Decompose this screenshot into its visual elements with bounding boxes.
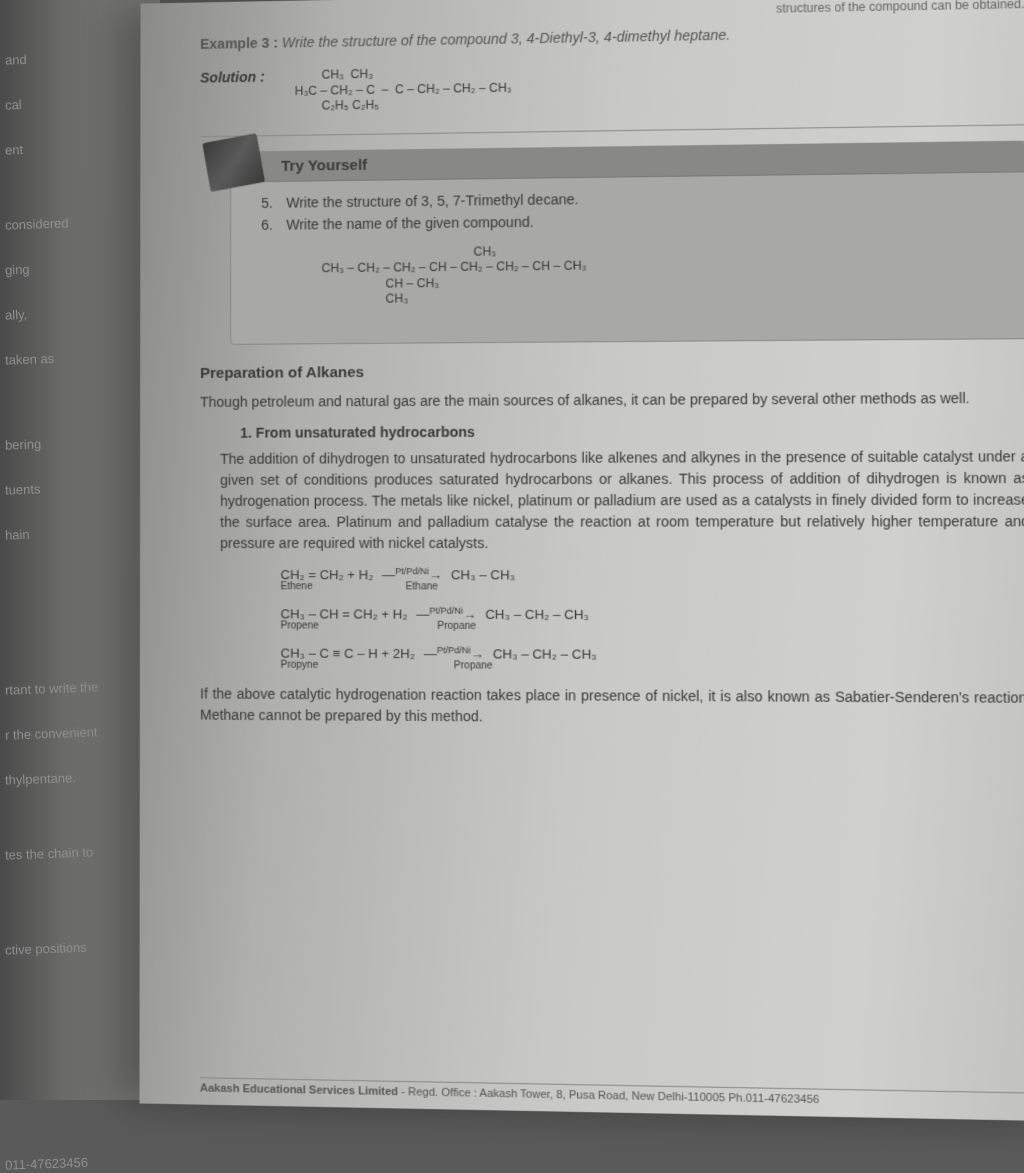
textbook-page: structures of the compound can be obtain… <box>139 0 1024 1121</box>
reaction-1: CH₂ = CH₂ + H₂ —Pt/Pd/Ni→ CH₃ – CH₃ Ethe… <box>281 566 1024 594</box>
margin-text: 011-47623456 <box>5 1152 155 1172</box>
margin-text: tuents <box>5 477 155 497</box>
footer-rest: - Regd. Office : Aakash Tower, 8, Pusa R… <box>398 1086 819 1106</box>
q5-number: 5. <box>261 192 286 215</box>
example-text: Write the structure of the compound 3, 4… <box>282 27 731 51</box>
margin-text: ging <box>5 257 155 277</box>
closing-text: If the above catalytic hydrogenation rea… <box>200 683 1024 730</box>
page-footer: Aakash Educational Services Limited - Re… <box>200 1077 1024 1110</box>
margin-text: tes the chain to <box>5 842 155 862</box>
q6-compound: CH₃ CH₃ – CH₂ – CH₂ – CH – CH₂ – CH₂ – C… <box>322 239 995 308</box>
footer-company: Aakash Educational Services Limited <box>200 1082 398 1098</box>
example-label: Example 3 : <box>200 35 278 52</box>
margin-text: rtant to write the <box>5 677 155 697</box>
q5-text: Write the structure of 3, 5, 7-Trimethyl… <box>286 191 578 211</box>
margin-text: taken as <box>5 347 155 367</box>
margin-text: considered <box>5 212 155 232</box>
margin-text: ent <box>5 137 155 157</box>
book-icon <box>202 133 265 192</box>
reaction-3: CH₃ – C ≡ C – H + 2H₂ —Pt/Pd/Ni→ CH₃ – C… <box>281 644 1024 674</box>
margin-text: ctive positions <box>5 937 155 957</box>
r2-right: CH₃ – CH₂ – CH₃ <box>485 607 589 622</box>
margin-text: bering <box>5 432 155 452</box>
margin-text: thylpentane. <box>5 767 155 787</box>
r1-right: CH₃ – CH₃ <box>451 567 515 582</box>
q6-number: 6. <box>261 214 286 237</box>
left-page-margin: and cal ent considered ging ally, taken … <box>0 0 160 1100</box>
method-1: 1. From unsaturated hydrocarbons The add… <box>220 421 1024 554</box>
reaction-2: CH₃ – CH = CH₂ + H₂ —Pt/Pd/Ni→ CH₃ – CH₂… <box>281 605 1024 634</box>
solution-label: Solution : <box>200 69 265 86</box>
solution-structure: CH₃ CH₃ H₃C – CH₂ – C – C – CH₂ – CH₂ – … <box>295 65 512 115</box>
preparation-intro: Though petroleum and natural gas are the… <box>200 387 1024 413</box>
margin-text: ally, <box>5 302 155 322</box>
margin-text: and <box>5 47 155 67</box>
divider <box>200 124 1024 137</box>
preparation-title: Preparation of Alkanes <box>200 360 1024 382</box>
try-yourself-box: Try Yourself 5.Write the structure of 3,… <box>230 140 1024 344</box>
partial-top-line: structures of the compound can be obtain… <box>200 0 1024 26</box>
sub1-title: From unsaturated hydrocarbons <box>256 424 475 441</box>
q6-text: Write the name of the given compound. <box>286 214 533 233</box>
sub1-num: 1. <box>240 425 252 441</box>
try-content: 5.Write the structure of 3, 5, 7-Trimeth… <box>231 172 1024 329</box>
margin-text: hain <box>5 522 155 542</box>
margin-text: r the convenient <box>5 722 155 742</box>
r3-right: CH₃ – CH₂ – CH₃ <box>493 646 597 662</box>
margin-text: cal <box>5 92 155 112</box>
sub1-body: The addition of dihydrogen to unsaturate… <box>220 446 1024 554</box>
